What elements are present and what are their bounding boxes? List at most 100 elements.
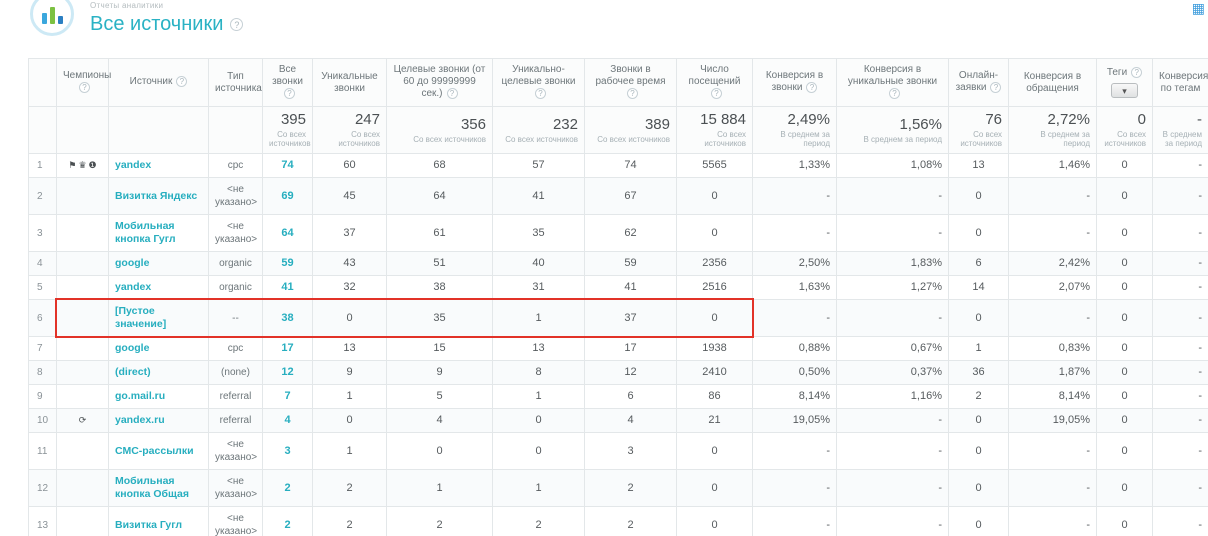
refresh-icon[interactable]: ⟳	[78, 415, 87, 425]
badge-one-icon[interactable]: ❶	[88, 160, 97, 170]
cell-unique_calls: 9	[312, 360, 387, 385]
source-link[interactable]: [Пустое значение]	[115, 305, 167, 330]
all-calls-value[interactable]: 74	[281, 159, 294, 171]
all-calls-value[interactable]: 2	[284, 481, 291, 494]
all-calls-value[interactable]: 64	[281, 226, 294, 239]
help-icon[interactable]	[889, 88, 900, 100]
cell-work_time_calls: 62	[584, 214, 677, 252]
source-link[interactable]: yandex.ru	[115, 414, 165, 426]
cell-tags: 0	[1096, 177, 1153, 215]
cell-online_leads: 0	[948, 177, 1009, 215]
help-icon[interactable]	[176, 76, 188, 88]
cell-online_leads: 0	[948, 469, 1009, 507]
column-header-tags: Теги	[1096, 58, 1153, 107]
cell-conv_calls: 2,50%	[752, 251, 837, 276]
column-label: Число посещений	[688, 64, 741, 88]
help-icon[interactable]	[535, 88, 546, 100]
source-link[interactable]: yandex	[115, 281, 152, 293]
title-help-icon[interactable]	[230, 17, 244, 31]
column-label: Конверсия в обращения	[1023, 70, 1082, 94]
source-link[interactable]: google	[115, 342, 150, 354]
all-calls-value[interactable]: 17	[281, 342, 294, 354]
cell-conv_leads: -	[1008, 299, 1097, 337]
help-icon[interactable]	[990, 82, 1002, 94]
total-caption: Со всех источников	[704, 130, 746, 148]
breadcrumb: Отчеты аналитики	[90, 1, 164, 10]
cell-calls: 69	[262, 177, 313, 215]
source-link[interactable]: Мобильная кнопка Гугл	[115, 220, 176, 245]
header-row: Чемпионы Источник Тип источника Все звонки У…	[28, 58, 1208, 107]
column-header-conv_tags: Конверсия по тегам	[1152, 58, 1208, 107]
cell-unique_target_calls: 1	[492, 384, 585, 409]
crown-icon[interactable]: ♛	[78, 160, 87, 170]
cell-num: 7	[28, 336, 57, 361]
cell-source: СМС-рассылки	[108, 432, 209, 470]
all-calls-value[interactable]: 41	[281, 281, 294, 293]
cell-calls: 41	[262, 275, 313, 300]
cell-unique_target_calls: 57	[492, 153, 585, 178]
all-calls-value[interactable]: 59	[281, 257, 294, 269]
column-total-num	[28, 106, 57, 154]
cell-unique_calls: 2	[312, 469, 387, 507]
cell-type: <не указано>	[208, 432, 263, 470]
cell-tags: 0	[1096, 408, 1153, 433]
cell-conv_unique_calls: -	[836, 408, 949, 433]
sources-table: Чемпионы Источник Тип источника Все звонки У…	[28, 58, 1208, 536]
cell-tags: 0	[1096, 360, 1153, 385]
table-row: 7 google cpc 17 13 15 13 17 1938 0,88% 0,67% 1 0,83%…	[28, 336, 1208, 361]
cell-visits: 1938	[676, 336, 753, 361]
source-link[interactable]: СМС-рассылки	[115, 444, 194, 457]
cell-tags: 0	[1096, 432, 1153, 470]
source-link[interactable]: yandex	[115, 159, 152, 171]
column-label: Уникальные звонки	[321, 70, 378, 94]
cell-type: referral	[208, 384, 263, 409]
flag-icon[interactable]: ⚑	[68, 160, 77, 170]
tags-filter-dropdown-button[interactable]	[1111, 82, 1138, 98]
cell-conv_calls: 8,14%	[752, 384, 837, 409]
cell-target_calls: 35	[386, 299, 493, 337]
source-link[interactable]: Визитка Яндекс	[115, 189, 198, 202]
all-calls-value[interactable]: 4	[284, 414, 291, 426]
help-icon[interactable]	[79, 82, 90, 94]
cell-source: Визитка Гугл	[108, 506, 209, 536]
source-link[interactable]: Визитка Гугл	[115, 518, 183, 531]
help-icon[interactable]	[627, 88, 638, 100]
all-calls-value[interactable]: 2	[284, 518, 291, 531]
app-logo-icon[interactable]	[30, 0, 74, 36]
help-icon[interactable]	[711, 88, 722, 100]
cell-target_calls: 38	[386, 275, 493, 300]
cell-conv_leads: 19,05%	[1008, 408, 1097, 433]
column-label: Тип источника	[215, 70, 262, 94]
cell-online_leads: 1	[948, 336, 1009, 361]
all-calls-value[interactable]: 3	[284, 444, 291, 457]
cell-online_leads: 13	[948, 153, 1009, 178]
cell-conv_tags: -	[1152, 299, 1208, 337]
source-link[interactable]: (direct)	[115, 366, 151, 378]
help-icon[interactable]	[284, 88, 295, 100]
total-value: 76	[985, 111, 1002, 128]
grid-icon[interactable]: ▦	[1191, 0, 1205, 16]
column-header-target_calls: Целевые звонки (от 60 до 99999999 сек.)	[386, 58, 493, 107]
cell-unique_calls: 1	[312, 432, 387, 470]
cell-conv_leads: -	[1008, 469, 1097, 507]
source-link[interactable]: google	[115, 257, 150, 269]
all-calls-value[interactable]: 69	[281, 189, 294, 202]
help-icon[interactable]	[806, 82, 818, 94]
source-link[interactable]: go.mail.ru	[115, 390, 166, 402]
table-wrap: Чемпионы Источник Тип источника Все звонки У…	[28, 58, 1208, 536]
column-header-conv_calls: Конверсия в звонки	[752, 58, 837, 107]
source-link[interactable]: Мобильная кнопка Общая	[115, 475, 189, 500]
all-calls-value[interactable]: 38	[281, 311, 294, 324]
total-caption: Со всех источников	[505, 134, 578, 144]
all-calls-value[interactable]: 7	[284, 390, 291, 402]
help-icon[interactable]	[1131, 67, 1143, 79]
cell-champions	[56, 251, 109, 276]
column-header-source: Источник	[108, 58, 209, 107]
cell-conv_tags: -	[1152, 214, 1208, 252]
help-icon[interactable]	[446, 88, 458, 100]
column-label: Теги	[1106, 67, 1128, 79]
column-total-target_calls: 356 Со всех источников	[386, 106, 493, 154]
all-calls-value[interactable]: 12	[281, 366, 294, 378]
cell-conv_tags: -	[1152, 336, 1208, 361]
total-caption: Со всех источников	[269, 130, 311, 148]
